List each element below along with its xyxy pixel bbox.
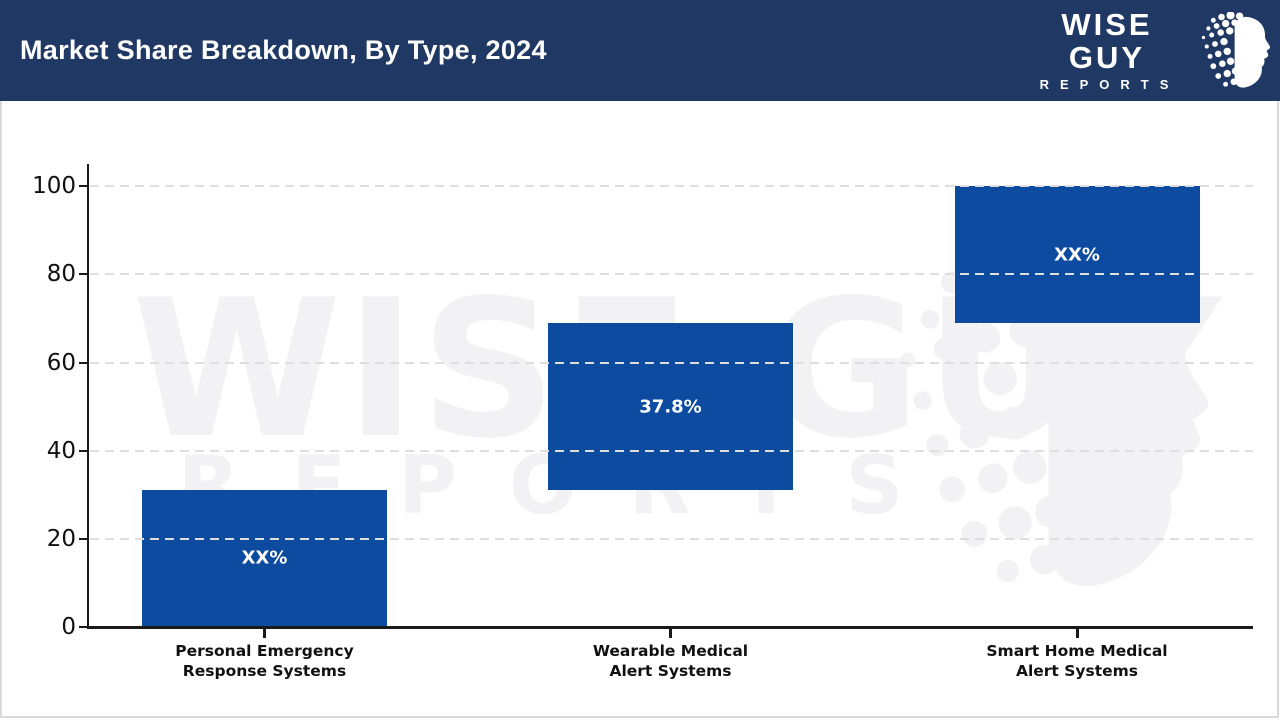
gridline [90,273,1253,276]
x-tick-label: Personal Emergency Response Systems [95,641,435,681]
y-tick-label: 20 [46,525,76,552]
y-tick-label: 80 [46,261,76,288]
gridline [90,185,1253,188]
y-tick-mark [79,185,87,188]
y-tick-mark [79,626,87,628]
bar-value-label: XX% [241,547,288,569]
x-tick-mark [669,629,672,638]
logo-text: WISE GUY REPORTS [1024,7,1190,92]
x-tick-mark [263,629,266,638]
x-tick-label: Wearable Medical Alert Systems [501,641,841,681]
x-tick-label-line: Alert Systems [1015,662,1139,680]
bar-value-label: XX% [1054,244,1100,266]
x-tick-label-line: Wearable Medical [592,642,749,660]
x-tick-label-line: Response Systems [182,662,347,680]
x-tick-label-line: Smart Home Medical [986,642,1168,660]
x-tick-label: Smart Home Medical Alert Systems [907,641,1247,681]
gridline [90,537,1253,540]
y-tick-mark [79,361,87,364]
x-tick-label-line: Personal Emergency [175,642,354,660]
chart-title: Market Share Breakdown, By Type, 2024 [20,35,547,65]
bar-segment [548,323,793,490]
y-axis-line [87,164,89,629]
x-tick-mark [1075,629,1079,638]
y-tick-mark [79,537,87,540]
y-tick-mark [79,449,87,452]
header-bar: Market Share Breakdown, By Type, 2024 WI… [0,0,1280,101]
x-axis-line [87,626,1253,629]
y-tick-label: 60 [46,349,76,376]
y-tick-label: 100 [32,173,76,200]
gridline [90,361,1253,364]
logo-subtext: REPORTS [1039,76,1180,92]
wise-guy-logo: WISE GUY REPORTS [1024,0,1274,101]
y-tick-label: 40 [46,437,76,464]
bar-segment [142,489,387,627]
x-tick-label-line: Alert Systems [609,662,732,680]
y-tick-label: 0 [61,614,76,640]
bar-value-label: 37.8% [639,396,702,418]
gridline [90,449,1253,452]
bar-segment [954,186,1200,324]
logo-wordmark: WISE GUY [1061,7,1153,75]
y-tick-mark [79,273,87,276]
dotted-face-profile-icon [1192,7,1274,95]
